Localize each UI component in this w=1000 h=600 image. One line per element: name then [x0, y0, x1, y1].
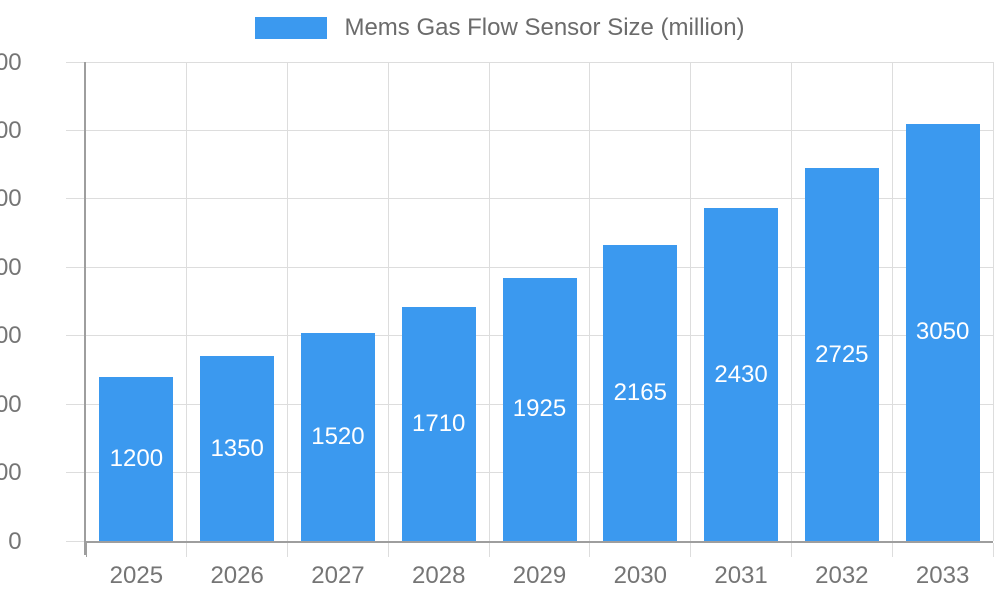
x-gridline — [891, 62, 893, 541]
y-axis-label: 1000 — [0, 390, 22, 418]
x-tick — [85, 543, 87, 557]
y-tick — [66, 198, 84, 200]
bar-value-label: 1710 — [412, 409, 466, 437]
x-axis-label: 2033 — [915, 562, 970, 589]
x-tick — [992, 543, 994, 557]
y-tick — [66, 61, 84, 63]
plot-area: 1200 1350 1520 1710 1925 2165 2430 2725 3050 0 50… — [0, 49, 994, 589]
y-gridline — [86, 198, 993, 200]
x-gridline — [589, 62, 591, 541]
y-tick — [66, 540, 84, 542]
x-axis-label: 2029 — [512, 562, 567, 589]
x-tick — [891, 543, 893, 557]
x-tick — [790, 543, 792, 557]
x-axis-label: 2028 — [412, 562, 466, 589]
bar-value-label: 2725 — [815, 340, 869, 368]
x-gridline — [287, 62, 289, 541]
x-tick — [488, 543, 490, 557]
y-axis-line — [84, 62, 86, 555]
x-tick — [387, 543, 389, 557]
bar-value-label: 2430 — [714, 360, 768, 388]
x-gridline — [488, 62, 490, 541]
bar[interactable]: 2725 — [804, 168, 879, 541]
x-tick — [690, 543, 692, 557]
bar[interactable]: 2430 — [704, 208, 779, 541]
y-gridline — [86, 129, 993, 131]
x-gridline — [387, 62, 389, 541]
bar-value-label: 1200 — [109, 444, 164, 472]
legend-label: Mems Gas Flow Sensor Size (million) — [344, 14, 745, 41]
y-axis-label: 1500 — [0, 322, 22, 350]
x-gridline — [992, 62, 994, 541]
x-tick — [186, 543, 188, 557]
bar[interactable]: 1925 — [502, 277, 577, 541]
x-gridline — [186, 62, 188, 541]
y-tick — [66, 403, 84, 405]
bar[interactable]: 1710 — [401, 306, 476, 541]
y-gridline — [86, 61, 993, 63]
x-axis-label: 2032 — [815, 562, 869, 589]
y-axis-label: 2000 — [0, 253, 22, 281]
bar-value-label: 1520 — [311, 422, 365, 450]
y-tick — [66, 335, 84, 337]
y-axis-label: 3000 — [0, 116, 22, 144]
bar[interactable]: 1350 — [200, 356, 275, 541]
x-axis-label: 2027 — [311, 562, 365, 589]
x-axis-label: 2031 — [714, 562, 768, 589]
bar-value-label: 2165 — [613, 378, 667, 406]
x-tick — [287, 543, 289, 557]
x-gridline — [690, 62, 692, 541]
legend[interactable]: Mems Gas Flow Sensor Size (million) — [0, 14, 1000, 42]
x-tick — [589, 543, 591, 557]
y-axis-label: 2500 — [0, 185, 22, 213]
bar-value-label: 3050 — [915, 318, 970, 346]
y-tick — [66, 129, 84, 131]
bar[interactable]: 1520 — [300, 332, 375, 541]
x-axis-label: 2025 — [109, 562, 164, 589]
legend-swatch — [255, 17, 328, 39]
bar[interactable]: 1200 — [99, 376, 174, 541]
y-axis-label: 3500 — [0, 48, 22, 76]
bar[interactable]: 3050 — [905, 123, 980, 541]
y-axis-label: 0 — [8, 527, 22, 555]
x-gridline — [790, 62, 792, 541]
y-tick — [66, 472, 84, 474]
bar-value-label: 1350 — [210, 434, 264, 462]
bar[interactable]: 2165 — [603, 244, 678, 541]
y-tick — [66, 266, 84, 268]
x-axis-line — [84, 541, 993, 543]
bar-value-label: 1925 — [512, 395, 567, 423]
x-axis-label: 2030 — [613, 562, 667, 589]
y-axis-label: 500 — [0, 459, 22, 487]
x-axis-label: 2026 — [210, 562, 264, 589]
y-gridline — [86, 266, 993, 268]
